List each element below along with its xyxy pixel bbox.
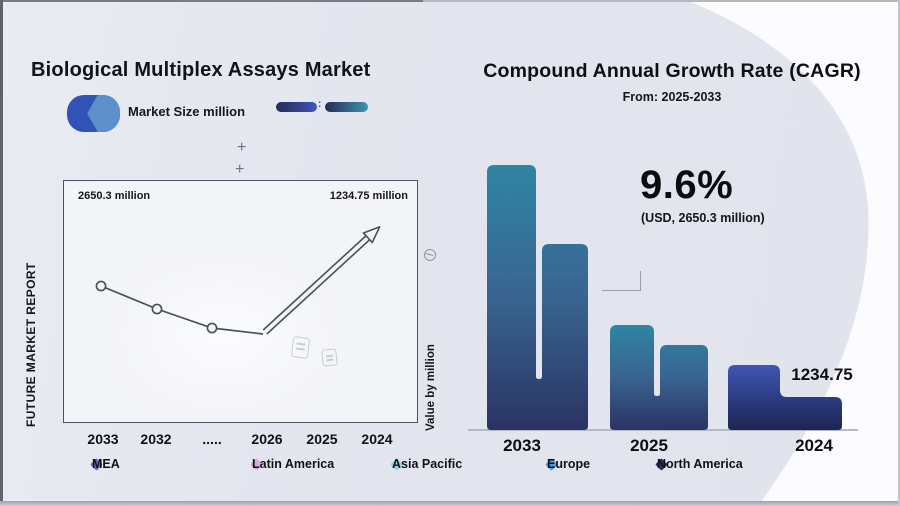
arrow-head <box>362 226 381 244</box>
frame-right-edge <box>898 0 900 506</box>
gradient-pill-teal-icon <box>325 102 368 112</box>
cagr-bar-group-2033 <box>487 165 588 430</box>
legend-label: Latin America <box>252 457 335 471</box>
pill-separator: : <box>318 99 322 110</box>
trend-marker <box>206 322 218 334</box>
trend-line-arrow <box>95 226 381 335</box>
plot-highlight-blob <box>104 251 344 421</box>
plus-icon: + <box>235 161 245 178</box>
plus-icon: + <box>237 139 247 156</box>
region-legend: MEA Latin America Asia Pacific Europe North … <box>0 457 900 490</box>
cagr-bar-group-2025 <box>610 325 708 430</box>
x-label-.....: ..... <box>202 431 222 447</box>
cagr-x-label-2025: 2025 <box>630 436 668 455</box>
cagr-note: (USD, 2650.3 million) <box>641 211 765 225</box>
cagr-bar-value-label: 1234.75 <box>791 365 853 384</box>
cagr-value: 9.6% <box>640 163 734 207</box>
frame-top-edge <box>0 0 900 2</box>
x-label-2032: 2032 <box>140 431 172 447</box>
circled-minus-icon <box>424 249 436 261</box>
x-label-2025: 2025 <box>306 431 338 447</box>
cagr-axis-labels: 2033 2025 2024 1234.75 <box>0 365 900 458</box>
x-axis-labels: 2033 2032..... 2026 2025 2024 <box>0 431 450 451</box>
gradient-pill-blue-icon <box>276 102 317 112</box>
x-label-2033: 2033 <box>87 431 119 447</box>
trend-line <box>100 285 264 335</box>
cagr-bar-group-2024 <box>728 365 842 430</box>
market-size-plot: 2650.3 million 1234.75 million <box>63 180 418 423</box>
series-label: Market Size million <box>128 104 246 119</box>
legend-label: Europe <box>547 457 591 471</box>
market-cylinder-icon <box>67 95 120 132</box>
decor-elbow-line <box>602 271 641 291</box>
annotation-2033-value: 2650.3 million <box>78 190 151 202</box>
right-chart-subtitle: From: 2025-2033 <box>622 90 722 104</box>
legend-label: North America <box>657 457 743 471</box>
frame-left-edge <box>0 0 3 506</box>
frame-bottom-edge <box>0 501 900 506</box>
arrow-shaft-fill <box>262 231 375 335</box>
annotation-2024-value: 1234.75 million <box>329 190 408 202</box>
left-chart-title: Biological Multiplex Assays Market <box>31 59 371 81</box>
right-chart-title: Compound Annual Growth Rate (CAGR) <box>483 60 861 82</box>
cagr-x-label-2033: 2033 <box>503 436 541 455</box>
x-label-2026: 2026 <box>251 431 283 447</box>
trend-marker <box>151 303 163 315</box>
right-chart-header: Compound Annual Growth Rate (CAGR) From:… <box>452 60 892 104</box>
legend-label: MEA <box>92 457 120 471</box>
legend-label: Asia Pacific <box>392 457 463 471</box>
trend-marker <box>95 280 107 292</box>
cagr-x-label-2024: 2024 <box>795 436 833 455</box>
x-label-2024: 2024 <box>361 431 393 447</box>
